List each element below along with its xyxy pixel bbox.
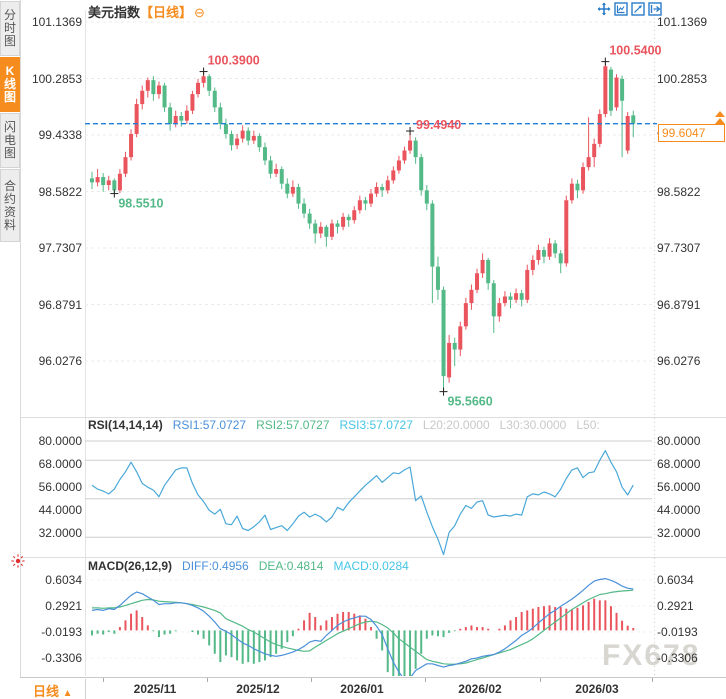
main-y-axis-label: 101.1369 (31, 15, 82, 29)
x-axis-tick (425, 678, 426, 682)
rsi-line-layer (91, 450, 634, 556)
svg-text:95.5660: 95.5660 (448, 395, 493, 409)
svg-text:99.4940: 99.4940 (416, 118, 461, 132)
x-axis-tick (311, 678, 312, 682)
rsi-y-axis-label: 32.0000 (38, 526, 82, 541)
rsi-y-axis-label: 56.0000 (657, 480, 701, 495)
main-y-axis-label: 97.7307 (38, 241, 82, 255)
svg-text:100.3900: 100.3900 (208, 54, 260, 68)
macd-legend: MACD(26,12,9) DIFF:0.4956 DEA:0.4814 MACD:0… (88, 559, 419, 573)
move-crosshair-icon[interactable] (597, 2, 611, 16)
macd-y-axis-label: -0.3306 (41, 651, 82, 665)
panel-frame (20, 10, 726, 676)
collapse-icon[interactable]: ⊖ (194, 5, 205, 20)
rsi-legend-item: L30:30.0000 (499, 418, 567, 432)
trend-measure-icon[interactable] (631, 2, 645, 16)
symbol-name: 美元指数 (88, 5, 141, 20)
main-y-axis-label: 96.0276 (657, 354, 701, 368)
main-y-axis-label: 98.5822 (657, 184, 701, 199)
rsi-y-axis-label: 32.0000 (657, 526, 701, 541)
x-axis-tick (540, 678, 541, 682)
macd-legend-item: MACD:0.0284 (333, 559, 409, 573)
rsi-legend-item: RSI(14,14,14) (88, 418, 163, 432)
rsi-legend-item: RSI2:57.0727 (256, 418, 330, 432)
sidebar-tab-1[interactable]: K 线 图 (0, 57, 20, 112)
sidebar-tab-0[interactable]: 分 时 图 (0, 1, 20, 56)
svg-text:98.5510: 98.5510 (118, 197, 163, 211)
price-annotations: 100.3900 98.5510 99.4940 100.5400 95.5660 (110, 44, 662, 409)
x-axis-tick (652, 678, 653, 682)
axis-scale-icon[interactable] (614, 2, 628, 16)
macd-y-axis-label: -0.0193 (41, 625, 82, 639)
main-y-axis-label: 96.8791 (38, 297, 82, 312)
macd-y-axis-label: 0.6034 (657, 573, 694, 587)
main-y-axis-label: 96.0276 (38, 354, 82, 368)
macd-y-axis-label: -0.3306 (657, 651, 698, 665)
rsi-legend-item: L20:20.0000 (422, 418, 490, 432)
macd-y-axis-label: 0.2921 (45, 599, 82, 613)
macd-y-axis-label: -0.0193 (657, 625, 698, 639)
candlestick-layer (90, 61, 636, 392)
rsi-legend: RSI(14,14,14) RSI1:57.0727 RSI2:57.0727 RSI… (88, 418, 610, 432)
main-gridlines (85, 21, 652, 362)
x-axis-tick (207, 678, 208, 682)
period-label: 日线 (33, 684, 60, 699)
flash-refresh-icon[interactable] (10, 553, 26, 569)
rsi-legend-item: L50: (576, 418, 600, 432)
macd-gridlines (85, 579, 652, 659)
rsi-legend-item: RSI3:57.0727 (339, 418, 413, 432)
last-price-tag: 99.6047 (658, 124, 725, 142)
rsi-y-axis-label: 80.0000 (657, 434, 701, 448)
pan-right-icon[interactable] (648, 2, 662, 16)
main-y-axis-label: 100.2853 (31, 71, 82, 86)
period-tag: 【日线】 (140, 5, 193, 20)
main-y-axis-label: 100.2853 (657, 71, 708, 86)
macd-layer (91, 577, 635, 676)
period-selector-button[interactable]: 日线 ▲ (33, 681, 73, 699)
chart-toolbar (597, 2, 662, 16)
x-axis-label: 2026/03 (575, 682, 619, 696)
main-y-axis-label: 99.4338 (38, 128, 82, 142)
rsi-y-axis-label: 44.0000 (657, 503, 701, 518)
rsi-legend-item: RSI1:57.0727 (172, 418, 247, 432)
rsi-y-axis-label: 80.0000 (38, 434, 82, 448)
main-y-axis-label: 98.5822 (38, 184, 82, 199)
rsi-y-axis-label: 68.0000 (657, 457, 701, 472)
x-axis-label: 2025/11 (133, 682, 177, 696)
x-axis-label: 2025/12 (236, 682, 280, 696)
watermark: FX678 (602, 639, 701, 672)
triangle-up-icon: ▲ (62, 688, 73, 699)
main-y-axis-label: 96.8791 (657, 297, 701, 312)
price-up-arrow-icon (715, 111, 725, 124)
divider (85, 679, 86, 699)
main-y-axis-label: 97.7307 (657, 241, 701, 255)
rsi-ref-lines (85, 440, 652, 538)
rsi-y-axis-label: 56.0000 (38, 480, 82, 495)
x-axis-label: 2026/02 (458, 682, 502, 696)
chart-title: 美元指数【日线】 ⊖ (88, 2, 205, 21)
macd-legend-item: DEA:0.4814 (258, 559, 324, 573)
sidebar-tab-2[interactable]: 闪 电 图 (0, 113, 20, 168)
macd-legend-item: DIFF:0.4956 (182, 559, 249, 573)
main-y-axis-label: 101.1369 (657, 15, 708, 29)
svg-text:100.5400: 100.5400 (609, 44, 661, 58)
time-axis-bar: 日线 ▲ 2025/11 2025/12 2026/01 2026/02 2026/03 (20, 677, 726, 699)
macd-y-axis-label: 0.2921 (657, 599, 694, 613)
x-axis-label: 2026/01 (340, 682, 384, 696)
x-axis-tick (103, 678, 104, 682)
macd-legend-item: MACD(26,12,9) (88, 559, 173, 573)
rsi-y-axis-label: 44.0000 (38, 503, 82, 518)
rsi-y-axis-label: 68.0000 (38, 457, 82, 472)
macd-y-axis-label: 0.6034 (45, 573, 82, 587)
sidebar-tab-3[interactable]: 合 约 资 料 (0, 169, 20, 242)
